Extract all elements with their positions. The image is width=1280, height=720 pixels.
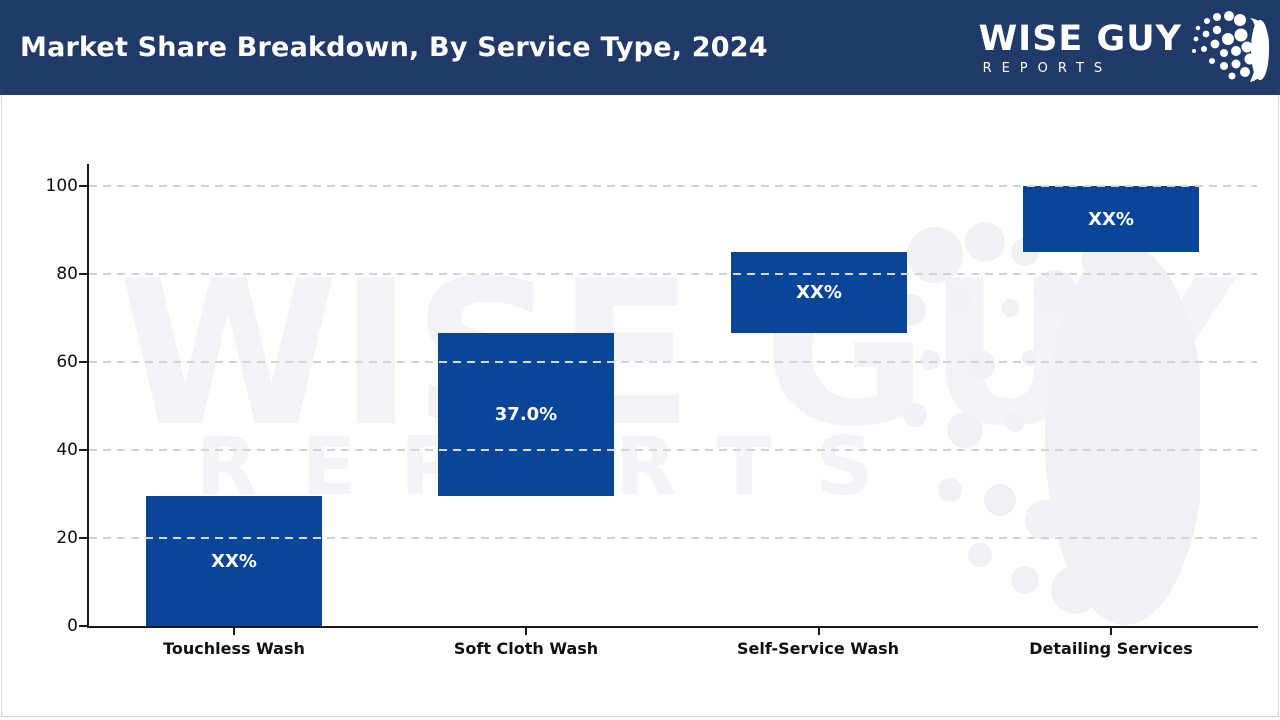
bar-value-label: 37.0% — [494, 404, 558, 425]
x-category-label: Detailing Services — [1029, 639, 1193, 658]
y-tick-mark — [79, 537, 87, 539]
figure-border — [1, 95, 1279, 717]
x-tick-mark — [818, 628, 820, 635]
logo-wiseguy-text: WISE GUY — [978, 19, 1182, 59]
y-tick-mark — [79, 361, 87, 363]
x-tick-mark — [233, 628, 235, 635]
logo-face-icon — [1192, 11, 1270, 82]
bar-value-label: XX% — [211, 551, 257, 572]
logo-reports-text: REPORTS — [982, 61, 1113, 76]
y-tick-label-100: 100 — [45, 176, 78, 196]
watermark-face-dots — [894, 222, 1200, 625]
y-tick-label-80: 80 — [56, 264, 78, 284]
y-tick-label-60: 60 — [56, 352, 78, 372]
header-bar: Market Share Breakdown, By Service Type,… — [0, 0, 1280, 95]
x-tick-mark — [1110, 628, 1112, 635]
gridline-60 — [89, 361, 1257, 363]
x-axis-spine — [87, 626, 1258, 628]
y-tick-mark — [79, 625, 87, 627]
bar-self-service-wash: XX% — [731, 252, 907, 333]
x-category-label: Self-Service Wash — [736, 639, 900, 658]
gridline-20 — [89, 537, 1257, 539]
y-tick-label-40: 40 — [56, 440, 78, 460]
y-axis-spine — [87, 164, 89, 628]
chart-title: Market Share Breakdown, By Service Type,… — [20, 32, 768, 63]
gridline-100 — [89, 185, 1257, 187]
bar-touchless-wash: XX% — [146, 496, 322, 627]
bar-value-label: XX% — [796, 282, 842, 303]
gridline-80 — [89, 273, 1257, 275]
x-tick-mark — [525, 628, 527, 635]
bar-detailing-services: XX% — [1023, 186, 1199, 252]
y-tick-mark — [79, 185, 87, 187]
y-tick-label-20: 20 — [56, 528, 78, 548]
y-tick-mark — [79, 273, 87, 275]
wiseguy-logo: WISE GUY REPORTS — [979, 8, 1270, 88]
bar-value-label: XX% — [1088, 208, 1134, 230]
x-category-label: Soft Cloth Wash — [453, 639, 599, 658]
bar-soft-cloth-wash: 37.0% — [438, 333, 614, 496]
gridline-40 — [89, 449, 1257, 451]
y-tick-mark — [79, 449, 87, 451]
y-tick-label-0: 0 — [67, 616, 78, 636]
x-category-label: Touchless Wash — [163, 639, 305, 658]
